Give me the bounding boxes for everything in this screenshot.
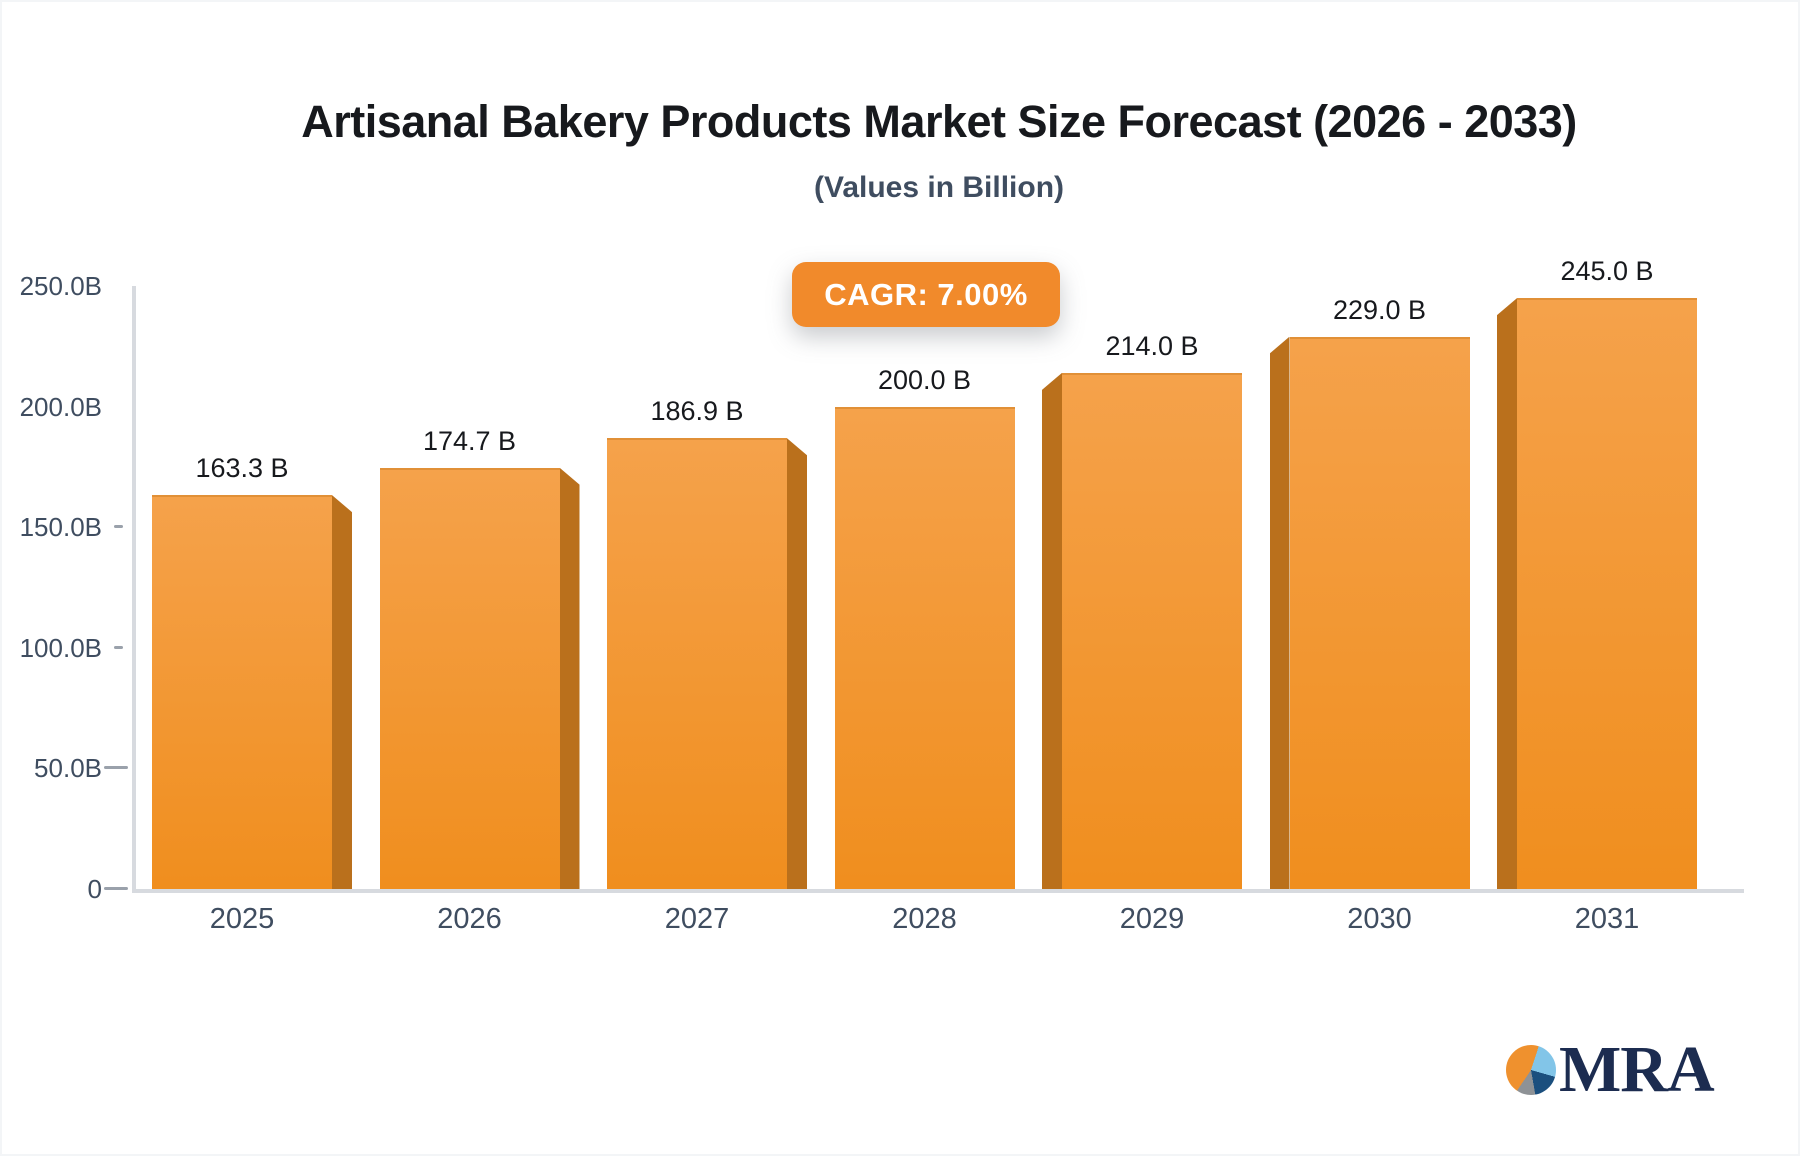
bar <box>152 495 332 889</box>
bar-group-2029: 214.0 B <box>1042 331 1242 889</box>
chart-title: Artisanal Bakery Products Market Size Fo… <box>301 96 1577 147</box>
plot-area: 163.3 B 174.7 B 186.9 B 200.0 B 214.0 B 229.0… <box>132 256 1744 893</box>
bar-side-face <box>1269 336 1290 889</box>
y-axis-label: 50.0B <box>34 753 102 784</box>
x-axis: 2025 2026 2027 2028 2029 2030 2031 <box>134 902 1744 942</box>
bar-group-2026: 174.7 B <box>379 426 580 889</box>
bar-value-label: 174.7 B <box>422 425 517 456</box>
bar-group-2031: 245.0 B <box>1497 256 1697 889</box>
cagr-badge: CAGR: 7.00% <box>792 262 1060 327</box>
bar-value-label: 214.0 B <box>1105 330 1199 361</box>
bar <box>834 406 1015 889</box>
bar-group-2025: 163.3 B <box>152 453 352 889</box>
bar-side-face <box>1497 298 1517 889</box>
y-axis-label: 250.0B <box>19 271 102 301</box>
bar-value-label: 200.0 B <box>877 364 972 395</box>
bar-side-face <box>1042 372 1062 889</box>
brand-logo-text: MRA <box>1559 1033 1715 1106</box>
pie-chart-logo-icon <box>1506 1045 1556 1095</box>
y-axis-tick <box>104 766 128 770</box>
y-axis-label: 0 <box>87 874 102 904</box>
x-axis-label: 2025 <box>209 903 275 935</box>
x-axis-label: 2028 <box>892 903 957 935</box>
x-axis-label: 2030 <box>1347 903 1412 935</box>
x-axis-label: 2031 <box>1574 903 1640 935</box>
y-axis-label: 100.0B <box>19 632 102 663</box>
x-axis-label: 2029 <box>1119 903 1185 935</box>
y-axis-line <box>132 286 136 889</box>
bar-group-2030: 229.0 B <box>1269 295 1470 889</box>
bar-group-2028: 200.0 B <box>834 365 1015 889</box>
y-axis-tick <box>114 645 123 649</box>
bar <box>1062 372 1242 889</box>
bar-group-2027: 186.9 B <box>607 396 807 889</box>
bar <box>607 438 787 889</box>
bar-value-label: 186.9 B <box>650 396 744 427</box>
x-axis-label: 2026 <box>437 903 502 935</box>
cagr-badge-label: CAGR: 7.00% <box>824 276 1028 312</box>
bar <box>1289 336 1470 889</box>
x-axis-line <box>132 889 1744 893</box>
bar-side-face <box>332 495 352 889</box>
y-axis-tick <box>114 525 123 529</box>
y-axis-label: 150.0B <box>19 512 102 543</box>
x-axis-label: 2027 <box>664 903 730 935</box>
chart-subtitle: (Values in Billion) <box>813 171 1065 204</box>
bar-side-face <box>787 438 807 889</box>
y-axis-label: 200.0B <box>19 391 102 422</box>
bar <box>1517 298 1697 889</box>
bar-value-label: 245.0 B <box>1560 256 1654 287</box>
bar-side-face <box>559 467 580 889</box>
bar-value-label: 229.0 B <box>1332 294 1427 325</box>
y-axis-tick <box>104 887 128 890</box>
bar-value-label: 163.3 B <box>195 453 289 484</box>
bar <box>379 467 560 889</box>
brand-logo: MRA <box>1506 1033 1715 1106</box>
